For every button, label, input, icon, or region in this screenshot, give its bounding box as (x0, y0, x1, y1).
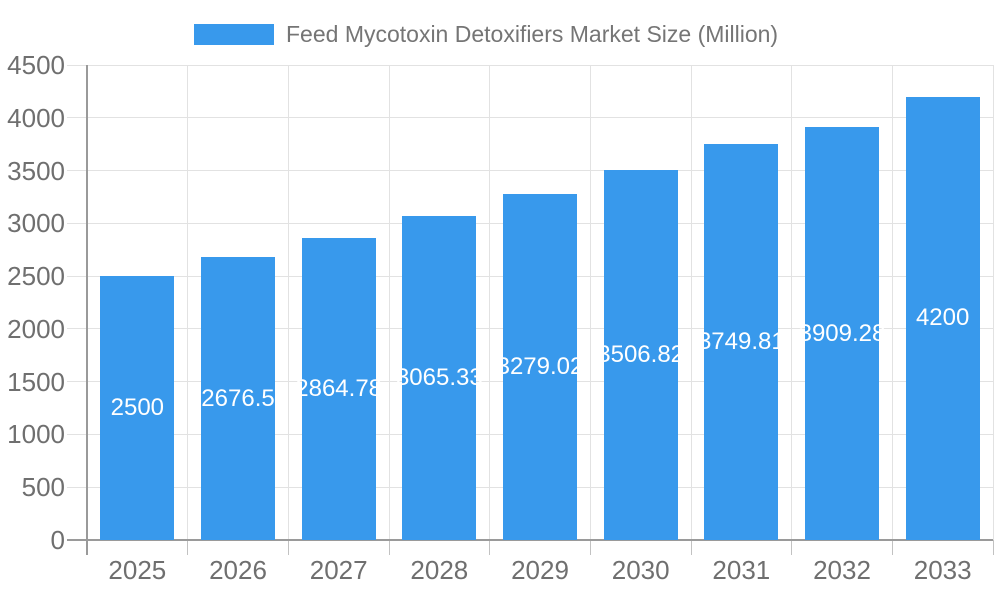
x-axis-label: 2031 (712, 555, 771, 585)
bar[interactable] (301, 237, 376, 540)
y-axis-line (86, 65, 88, 555)
bar-value-label: 3506.82 (597, 340, 685, 368)
x-axis-label: 2033 (913, 555, 972, 585)
bar-value-label: 2864.78 (295, 374, 383, 402)
y-axis-label: 1500 (7, 366, 65, 397)
y-axis-label: 500 (21, 472, 65, 503)
x-axis-tick (287, 540, 289, 555)
x-axis-tick (690, 540, 692, 555)
x-axis-label: 2032 (813, 555, 871, 585)
x-axis-label: 2026 (209, 555, 267, 585)
gridline-vertical (992, 65, 994, 540)
gridline-vertical (187, 65, 189, 540)
bar-value-label: 2676.5 (201, 384, 275, 412)
gridline-vertical (891, 65, 893, 540)
x-axis-tick (791, 540, 793, 555)
bar[interactable] (503, 193, 577, 540)
bar-value-label: 3279.02 (496, 352, 584, 380)
gridline-vertical (388, 65, 390, 540)
bar[interactable] (805, 127, 879, 540)
x-axis-tick (489, 540, 491, 555)
y-axis-label: 1000 (7, 419, 65, 450)
x-axis-label: 2025 (108, 555, 167, 585)
gridline-vertical (287, 65, 289, 540)
y-axis-label: 2000 (7, 313, 65, 344)
chart-legend[interactable]: Feed Mycotoxin Detoxifiers Market Size (… (194, 21, 778, 48)
x-axis-label: 2029 (511, 555, 569, 585)
y-axis-label: 3500 (7, 155, 65, 186)
x-axis-tick (187, 540, 189, 555)
bar[interactable] (100, 276, 175, 540)
bar-value-label: 4200 (915, 304, 970, 332)
bar[interactable] (402, 216, 477, 540)
bar[interactable] (704, 144, 779, 540)
y-axis-label: 3000 (7, 208, 65, 239)
x-axis-label: 2027 (309, 555, 368, 585)
gridline-vertical (690, 65, 692, 540)
gridline-vertical (489, 65, 491, 540)
x-axis-line (67, 539, 993, 541)
y-axis-label: 0 (50, 525, 65, 555)
x-axis-tick (388, 540, 390, 555)
bar[interactable] (201, 257, 275, 540)
bar[interactable] (603, 169, 678, 540)
bar-value-label: 3909.28 (798, 319, 886, 347)
gridline-horizontal (67, 170, 993, 172)
y-axis-label: 2500 (7, 261, 65, 292)
x-axis-tick (891, 540, 893, 555)
gridline-vertical (791, 65, 793, 540)
y-axis-label: 4000 (7, 102, 65, 133)
bar-value-label: 3749.81 (697, 328, 785, 356)
x-axis-tick (589, 540, 591, 555)
gridline-vertical (589, 65, 591, 540)
legend-label: Feed Mycotoxin Detoxifiers Market Size (… (286, 21, 779, 47)
bar[interactable] (905, 96, 980, 540)
bar-value-label: 2500 (110, 394, 165, 422)
legend-swatch (194, 24, 274, 45)
x-axis-label: 2028 (410, 555, 469, 585)
gridline-horizontal (67, 64, 993, 66)
x-axis-label: 2030 (611, 555, 670, 585)
bar-value-label: 3065.33 (395, 364, 483, 392)
y-axis-label: 4500 (7, 50, 65, 80)
x-axis-tick (992, 540, 994, 555)
gridline-horizontal (67, 117, 993, 119)
